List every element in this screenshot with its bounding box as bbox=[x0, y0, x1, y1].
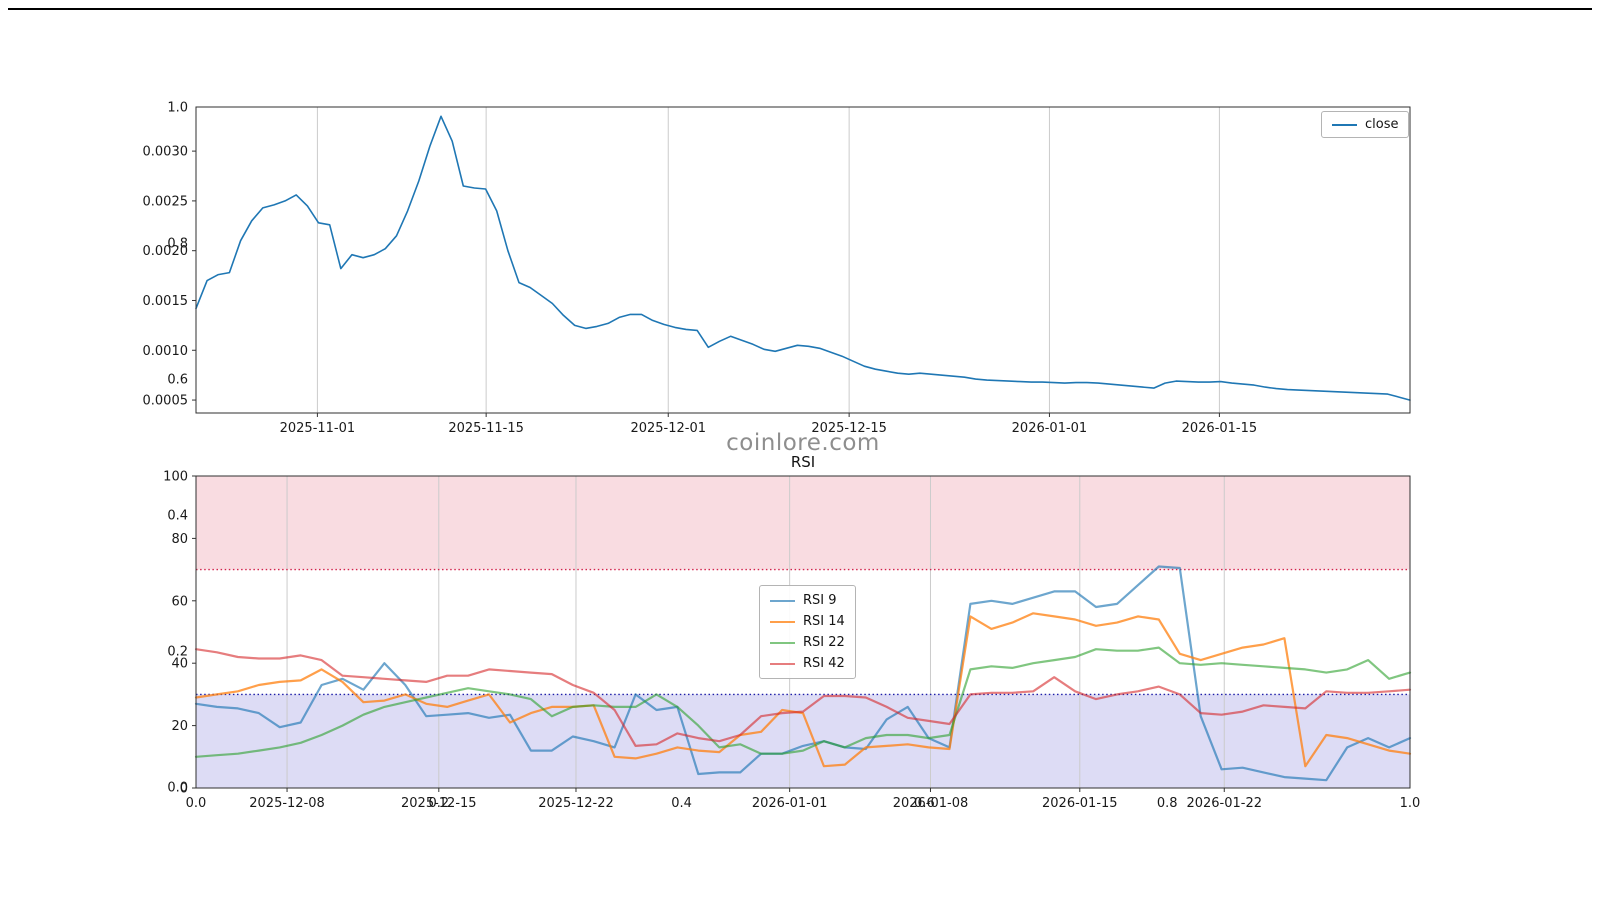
series-line-close bbox=[195, 115, 1411, 401]
overlay-x-label: 1.0 bbox=[1400, 796, 1421, 811]
y-tick-label: 100 bbox=[163, 470, 188, 485]
series-line-rsi-9 bbox=[194, 565, 1412, 782]
legend-row-rsi-22: RSI 22 bbox=[770, 633, 845, 652]
watermark: coinlore.com bbox=[726, 430, 880, 456]
series-line-rsi-22 bbox=[194, 646, 1412, 758]
plot-frame bbox=[195, 475, 1411, 789]
legend-close: close bbox=[1321, 111, 1410, 138]
y-tick-label: 60 bbox=[171, 594, 188, 609]
y-tick-label: 80 bbox=[171, 532, 188, 547]
x-tick-label: 2025-11-01 bbox=[280, 421, 356, 436]
legend-rsi: RSI 9 RSI 14 RSI 22 RSI 42 bbox=[759, 585, 856, 679]
rsi-14-line-swatch bbox=[770, 620, 795, 623]
rsi-chart-title: RSI bbox=[790, 453, 816, 471]
x-tick-label: 2025-12-22 bbox=[538, 796, 614, 811]
x-tick-label: 2026-01-15 bbox=[1182, 421, 1258, 436]
overlay-y-label: 0.0 bbox=[167, 781, 188, 796]
band-overbought bbox=[196, 476, 1410, 570]
series-line-rsi-42 bbox=[194, 648, 1412, 748]
y-tick-label: 20 bbox=[171, 719, 188, 734]
window-top-border bbox=[8, 8, 1592, 10]
overlay-y-label: 0.2 bbox=[167, 645, 188, 660]
y-tick-label: 0.0005 bbox=[143, 394, 189, 409]
overlay-x-label: 0.2 bbox=[428, 796, 449, 811]
series-line-rsi-14 bbox=[194, 612, 1412, 768]
overlay-y-label: 1.0 bbox=[167, 101, 188, 116]
x-tick-label: 2025-12-01 bbox=[630, 421, 706, 436]
overlay-x-label: 0.6 bbox=[914, 796, 935, 811]
x-tick-label: 2026-01-01 bbox=[1012, 421, 1088, 436]
legend-label-rsi-22: RSI 22 bbox=[803, 635, 845, 650]
x-tick-label: 2025-12-15 bbox=[401, 796, 477, 811]
x-tick-label: 2025-11-15 bbox=[448, 421, 524, 436]
y-tick-label: 0.0020 bbox=[143, 244, 189, 259]
legend-label-rsi-14: RSI 14 bbox=[803, 614, 845, 629]
y-tick-label: 0.0010 bbox=[143, 344, 189, 359]
band-oversold bbox=[196, 694, 1410, 788]
x-tick-label: 2025-12-08 bbox=[249, 796, 325, 811]
y-tick-label: 0.0025 bbox=[143, 194, 189, 209]
y-tick-label: 0.0015 bbox=[143, 294, 189, 309]
legend-label-close: close bbox=[1365, 117, 1399, 132]
overlay-x-label: 0.8 bbox=[1157, 796, 1178, 811]
close-line-swatch bbox=[1332, 123, 1357, 126]
overlay-y-label: 0.6 bbox=[167, 373, 188, 388]
y-tick-label: 40 bbox=[171, 657, 188, 672]
plot-frame bbox=[195, 106, 1411, 414]
y-tick-label: 0.0030 bbox=[143, 145, 189, 160]
x-tick-label: 2026-01-15 bbox=[1042, 796, 1118, 811]
x-tick-label: 2026-01-08 bbox=[893, 796, 969, 811]
x-tick-label: 2026-01-01 bbox=[752, 796, 828, 811]
overlay-y-label: 0.4 bbox=[167, 509, 188, 524]
overlay-x-label: 0.0 bbox=[186, 796, 207, 811]
x-tick-label: 2026-01-22 bbox=[1186, 796, 1262, 811]
legend-label-rsi-9: RSI 9 bbox=[803, 593, 837, 608]
legend-row-rsi-9: RSI 9 bbox=[770, 591, 845, 610]
y-tick-label: 0 bbox=[180, 782, 188, 797]
x-tick-label: 2025-12-15 bbox=[811, 421, 887, 436]
rsi-22-line-swatch bbox=[770, 641, 795, 644]
overlay-y-label: 0.8 bbox=[167, 237, 188, 252]
legend-row-rsi-14: RSI 14 bbox=[770, 612, 845, 631]
legend-label-rsi-42: RSI 42 bbox=[803, 656, 845, 671]
rsi-9-line-swatch bbox=[770, 599, 795, 602]
overlay-x-label: 0.4 bbox=[671, 796, 692, 811]
legend-row-rsi-42: RSI 42 bbox=[770, 654, 845, 673]
rsi-42-line-swatch bbox=[770, 662, 795, 665]
